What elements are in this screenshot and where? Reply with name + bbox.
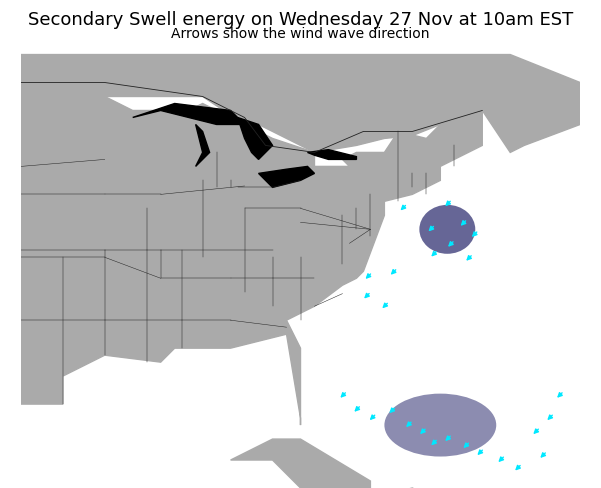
Polygon shape [21,56,580,153]
Ellipse shape [385,394,496,457]
Polygon shape [258,167,314,188]
Polygon shape [133,104,245,125]
Polygon shape [196,125,210,167]
Polygon shape [237,118,272,160]
Polygon shape [21,83,482,425]
Polygon shape [308,150,356,160]
Text: Arrows show the wind wave direction: Arrows show the wind wave direction [171,27,430,41]
Ellipse shape [419,205,475,254]
Text: Secondary Swell energy on Wednesday 27 Nov at 10am EST: Secondary Swell energy on Wednesday 27 N… [28,11,573,29]
Polygon shape [231,439,370,488]
